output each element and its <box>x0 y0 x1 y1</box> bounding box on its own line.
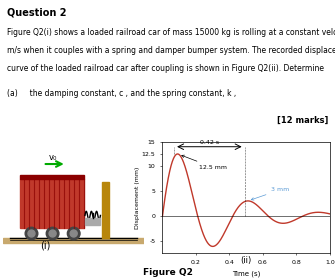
Circle shape <box>70 230 77 237</box>
Bar <box>3 238 144 243</box>
Circle shape <box>49 230 56 237</box>
X-axis label: Time (s): Time (s) <box>232 270 260 277</box>
Text: Figure Q2(i) shows a loaded railroad car of mass 15000 kg is rolling at a consta: Figure Q2(i) shows a loaded railroad car… <box>7 28 335 36</box>
Text: 12.5 mm: 12.5 mm <box>182 155 227 170</box>
Bar <box>102 182 109 238</box>
Circle shape <box>67 227 80 240</box>
Circle shape <box>25 227 38 240</box>
Bar <box>85 218 100 225</box>
Text: (i): (i) <box>41 240 51 250</box>
Text: (ii): (ii) <box>241 256 252 265</box>
Circle shape <box>28 230 35 237</box>
Text: 0.42 s: 0.42 s <box>200 140 219 145</box>
Y-axis label: Displacement (mm): Displacement (mm) <box>135 166 140 229</box>
Circle shape <box>46 227 59 240</box>
Bar <box>20 175 83 179</box>
Text: m/s when it couples with a spring and damper bumper system. The recorded displac: m/s when it couples with a spring and da… <box>7 46 335 55</box>
Text: [12 marks]: [12 marks] <box>277 116 328 125</box>
Text: Figure Q2: Figure Q2 <box>143 268 192 277</box>
Text: Question 2: Question 2 <box>7 8 66 18</box>
Text: 3 mm: 3 mm <box>251 187 289 200</box>
Bar <box>20 179 83 228</box>
Text: curve of the loaded railroad car after coupling is shown in Figure Q2(ii). Deter: curve of the loaded railroad car after c… <box>7 64 324 73</box>
Text: v₀: v₀ <box>48 153 57 162</box>
Text: (a)     the damping constant, c , and the spring constant, k ,: (a) the damping constant, c , and the sp… <box>7 89 236 98</box>
